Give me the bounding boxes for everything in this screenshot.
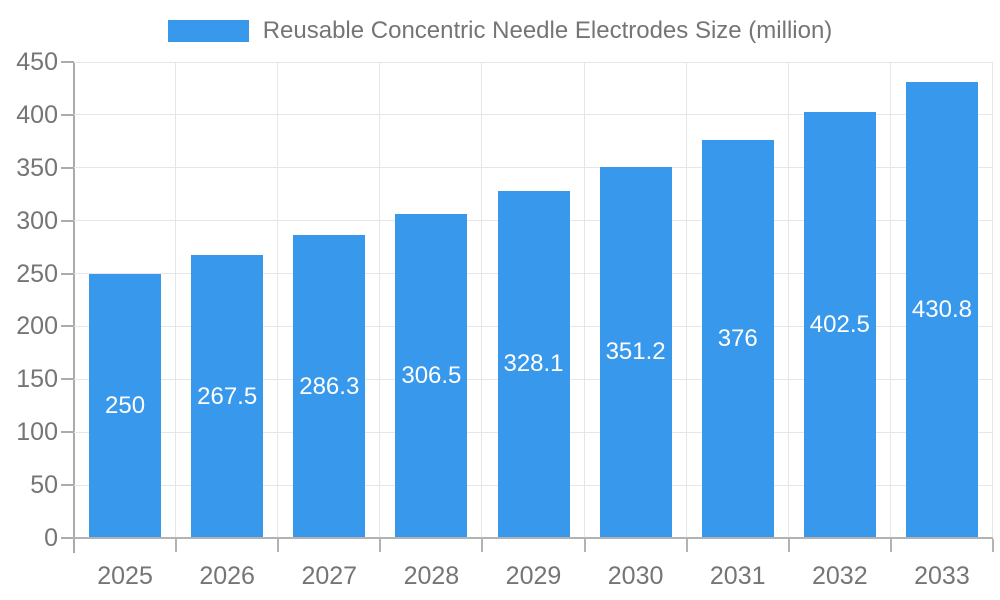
y-axis-line bbox=[73, 62, 75, 553]
x-axis-tick-label: 2028 bbox=[403, 562, 460, 590]
x-axis-tick-label: 2026 bbox=[199, 562, 255, 590]
y-axis-tick-label: 100 bbox=[16, 418, 58, 447]
v-gridline bbox=[379, 62, 381, 538]
y-axis-tick-label: 300 bbox=[16, 206, 58, 235]
y-axis-labels: 0 50 100 150 200 250 300 350 400 450 bbox=[0, 50, 58, 551]
y-axis-tick bbox=[61, 325, 74, 328]
v-gridline bbox=[481, 62, 483, 538]
h-gridline bbox=[74, 61, 993, 63]
y-axis-tick bbox=[61, 431, 74, 434]
plot-area: 250 267.5 286.3 306.5 328.1 351.2 376 402.5 430.… bbox=[74, 61, 993, 538]
h-gridline bbox=[74, 114, 993, 116]
bar-value-label: 286.3 bbox=[299, 372, 360, 400]
x-axis-tick-label: 2033 bbox=[914, 562, 970, 590]
x-axis-tick-label: 2031 bbox=[709, 562, 766, 590]
y-axis-tick-label: 250 bbox=[16, 259, 58, 288]
bar-2028[interactable]: 306.5 bbox=[395, 213, 468, 538]
y-axis-ticks bbox=[61, 61, 74, 539]
bar-2025[interactable]: 250 bbox=[89, 273, 162, 538]
bar-value-label: 306.5 bbox=[401, 361, 462, 389]
y-axis-tick-label: 400 bbox=[16, 100, 58, 129]
bar-2033[interactable]: 430.8 bbox=[905, 82, 978, 538]
bar-value-label: 328.1 bbox=[503, 350, 564, 378]
bar-value-label: 430.8 bbox=[911, 296, 972, 324]
x-axis-tick-label: 2027 bbox=[301, 562, 358, 590]
bar-2027[interactable]: 286.3 bbox=[293, 235, 366, 538]
y-axis-tick bbox=[61, 166, 74, 169]
v-gridline bbox=[583, 62, 585, 538]
bar-2032[interactable]: 402.5 bbox=[803, 112, 876, 538]
bar-2029[interactable]: 328.1 bbox=[497, 190, 570, 538]
y-axis-tick bbox=[61, 113, 74, 116]
y-axis-tick-label: 50 bbox=[30, 471, 58, 500]
y-axis-tick bbox=[61, 484, 74, 487]
bar-value-label: 402.5 bbox=[809, 311, 870, 339]
v-gridline bbox=[787, 62, 789, 538]
legend[interactable]: Reusable Concentric Needle Electrodes Si… bbox=[0, 17, 1000, 45]
x-axis-tick bbox=[481, 539, 484, 552]
legend-label: Reusable Concentric Needle Electrodes Si… bbox=[262, 17, 833, 44]
h-gridline bbox=[74, 167, 993, 169]
x-axis-tick bbox=[787, 539, 790, 552]
bar-2026[interactable]: 267.5 bbox=[191, 255, 264, 538]
y-axis-tick-label: 350 bbox=[16, 153, 58, 182]
v-gridline bbox=[992, 62, 993, 538]
y-axis-tick-label: 450 bbox=[16, 48, 58, 76]
y-axis-tick bbox=[61, 272, 74, 275]
y-axis-tick bbox=[61, 378, 74, 381]
x-axis-tick-label: 2025 bbox=[97, 562, 153, 590]
bar-value-label: 250 bbox=[105, 391, 146, 419]
x-axis-tick-label: 2029 bbox=[505, 562, 562, 590]
v-gridline bbox=[889, 62, 891, 538]
x-axis-tick bbox=[685, 539, 688, 552]
v-gridline bbox=[175, 62, 177, 538]
bar-value-label: 376 bbox=[717, 325, 758, 353]
y-axis-tick-label: 0 bbox=[44, 524, 58, 552]
x-axis-tick-label: 2032 bbox=[812, 562, 868, 590]
y-axis-tick bbox=[61, 61, 74, 63]
legend-swatch bbox=[167, 20, 249, 42]
bar-2030[interactable]: 351.2 bbox=[599, 166, 672, 538]
y-axis-tick-label: 200 bbox=[16, 312, 58, 341]
x-axis-tick bbox=[992, 539, 994, 552]
v-gridline bbox=[277, 62, 279, 538]
x-axis-tick bbox=[379, 539, 382, 552]
x-axis-labels: 2025 2026 2027 2028 2029 2030 2031 2032 2033 bbox=[74, 560, 993, 592]
y-axis-tick-label: 150 bbox=[16, 365, 58, 394]
y-axis-tick bbox=[61, 219, 74, 222]
x-axis-tick-label: 2030 bbox=[607, 562, 664, 590]
x-axis-tick bbox=[583, 539, 586, 552]
bar-2031[interactable]: 376 bbox=[701, 140, 774, 538]
x-axis-tick bbox=[889, 539, 892, 552]
x-axis-ticks bbox=[74, 539, 994, 552]
x-axis-line bbox=[73, 537, 993, 539]
v-gridline bbox=[685, 62, 687, 538]
x-axis-tick bbox=[175, 539, 178, 552]
bar-value-label: 267.5 bbox=[197, 382, 258, 410]
y-axis-tick bbox=[61, 537, 74, 539]
x-axis-tick bbox=[277, 539, 280, 552]
bar-value-label: 351.2 bbox=[605, 338, 666, 366]
